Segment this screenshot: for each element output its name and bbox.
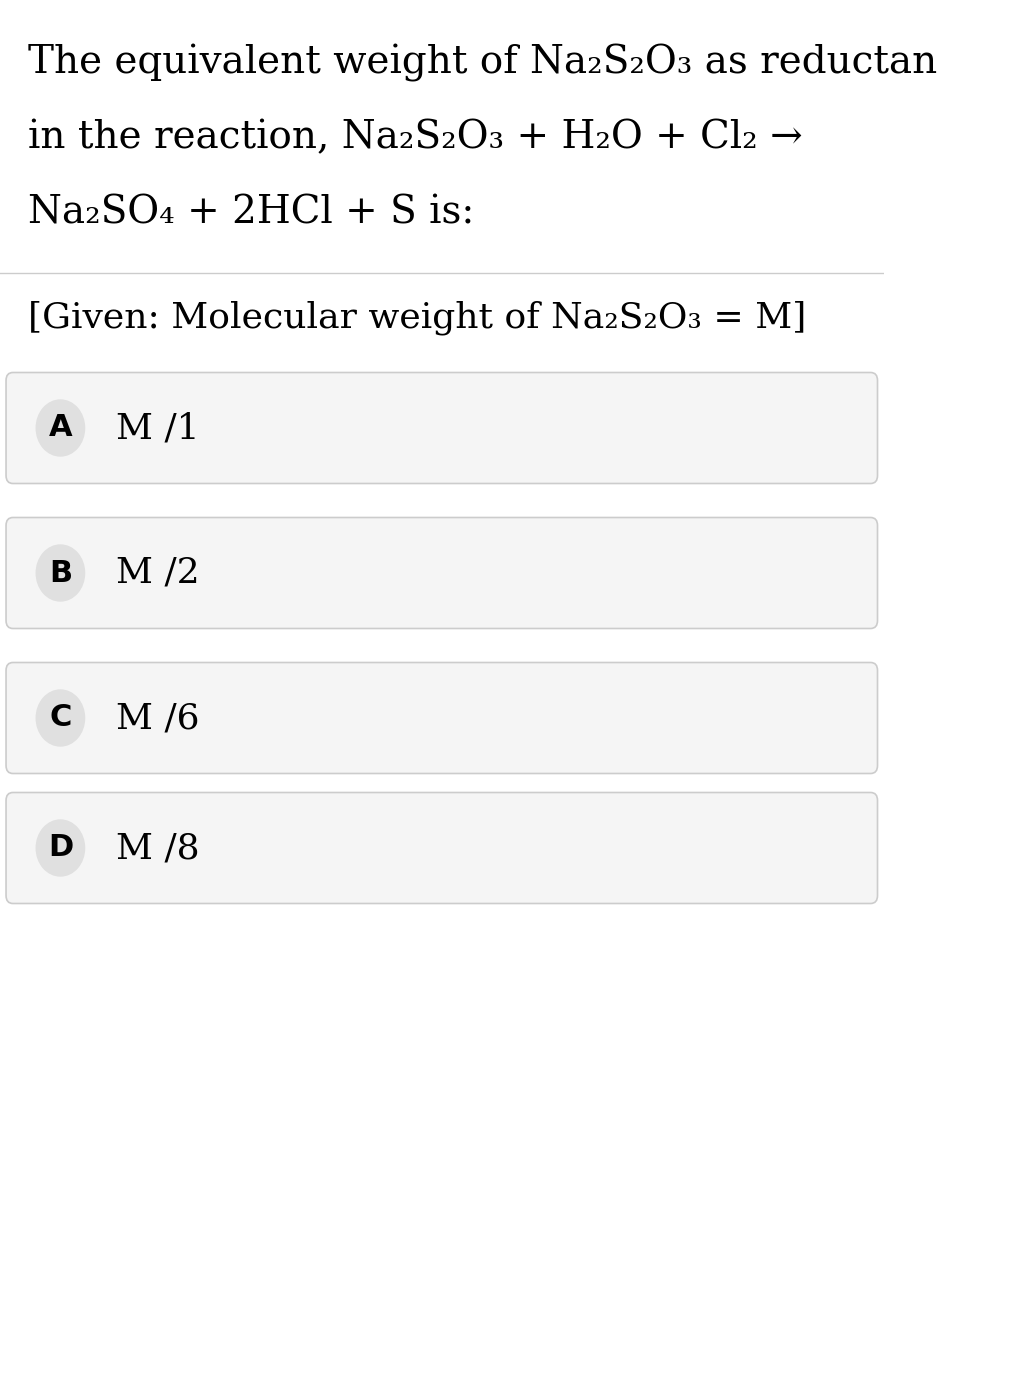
Circle shape bbox=[36, 400, 85, 457]
Text: M /6: M /6 bbox=[117, 701, 200, 736]
Text: M /2: M /2 bbox=[117, 557, 200, 590]
Text: in the reaction, Na₂S₂O₃ + H₂O + Cl₂ →: in the reaction, Na₂S₂O₃ + H₂O + Cl₂ → bbox=[28, 119, 803, 157]
Text: M /1: M /1 bbox=[117, 411, 200, 446]
FancyBboxPatch shape bbox=[6, 518, 878, 629]
Text: C: C bbox=[49, 704, 72, 733]
Circle shape bbox=[36, 545, 85, 601]
Text: Na₂SO₄ + 2HCl + S is:: Na₂SO₄ + 2HCl + S is: bbox=[28, 194, 474, 232]
FancyBboxPatch shape bbox=[6, 662, 878, 773]
Text: A: A bbox=[48, 414, 73, 443]
Text: The equivalent weight of Na₂S₂O₃ as reductan: The equivalent weight of Na₂S₂O₃ as redu… bbox=[28, 44, 937, 82]
Text: B: B bbox=[49, 558, 72, 587]
Text: M /8: M /8 bbox=[117, 831, 200, 865]
FancyBboxPatch shape bbox=[6, 372, 878, 483]
Text: [Given: Molecular weight of Na₂S₂O₃ = M]: [Given: Molecular weight of Na₂S₂O₃ = M] bbox=[28, 301, 806, 336]
Circle shape bbox=[36, 690, 85, 745]
Circle shape bbox=[36, 820, 85, 876]
Text: D: D bbox=[48, 834, 73, 862]
FancyBboxPatch shape bbox=[6, 793, 878, 904]
